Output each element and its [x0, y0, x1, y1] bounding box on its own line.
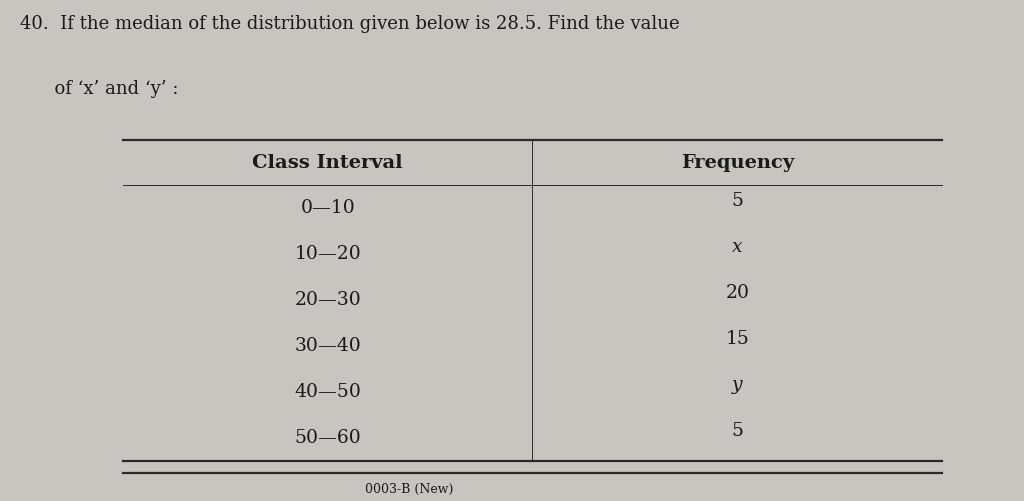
Text: 20—30: 20—30	[294, 291, 361, 309]
Text: 5: 5	[731, 422, 743, 440]
Text: 0—10: 0—10	[300, 199, 355, 217]
Text: 15: 15	[725, 330, 750, 348]
Text: 20: 20	[725, 284, 750, 302]
Text: y: y	[732, 376, 742, 394]
Text: 10—20: 10—20	[294, 245, 361, 263]
Text: Frequency: Frequency	[681, 154, 794, 172]
Text: x: x	[732, 238, 742, 257]
Text: 5: 5	[731, 192, 743, 210]
Text: 50—60: 50—60	[294, 429, 361, 447]
Text: 30—40: 30—40	[294, 337, 361, 355]
Text: 40.  If the median of the distribution given below is 28.5. Find the value: 40. If the median of the distribution gi…	[20, 15, 680, 33]
Text: Class Interval: Class Interval	[252, 154, 403, 172]
Text: 0003-B (New): 0003-B (New)	[366, 483, 454, 496]
Text: of ‘x’ and ‘y’ :: of ‘x’ and ‘y’ :	[20, 80, 179, 98]
Text: 40—50: 40—50	[294, 383, 361, 401]
